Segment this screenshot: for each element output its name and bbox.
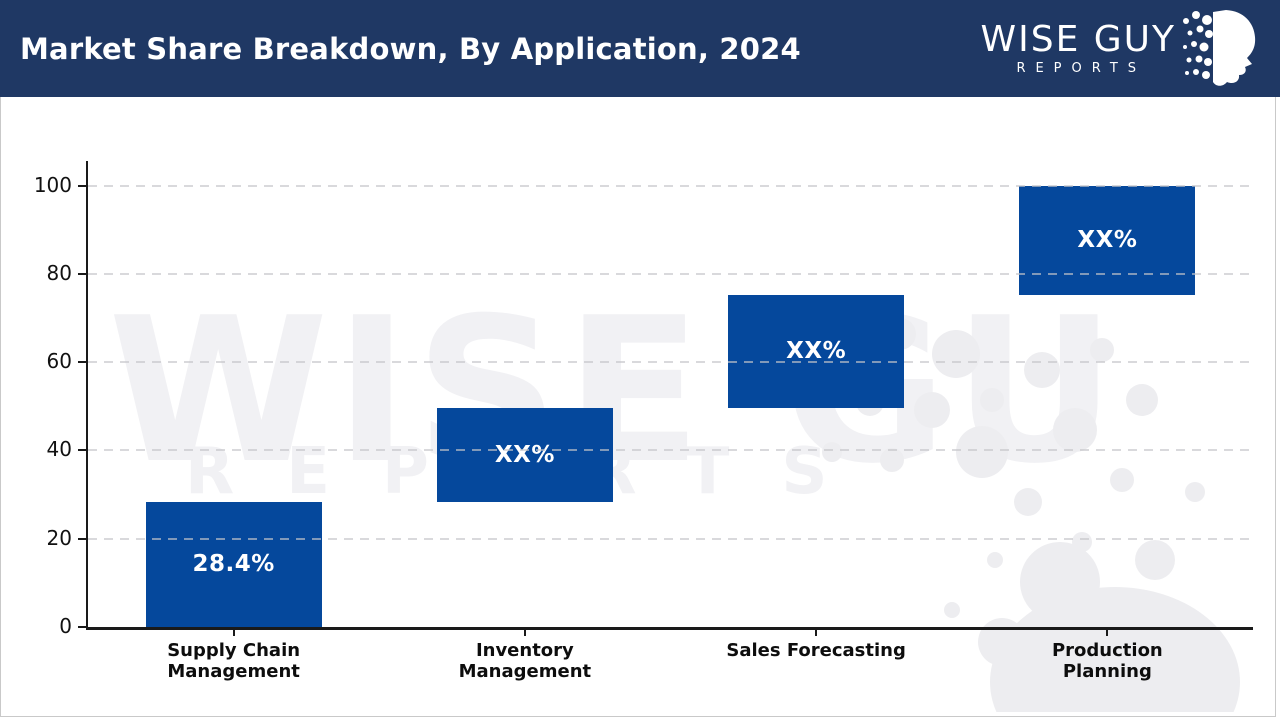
y-tick-label: 20: [46, 525, 72, 550]
y-tick-label: 100: [33, 172, 72, 197]
y-tick-label: 40: [46, 437, 72, 462]
x-tick-mark: [523, 630, 526, 636]
gridline: [88, 361, 1253, 364]
x-category-label-line: Management: [167, 661, 300, 682]
x-tick-mark: [815, 630, 818, 636]
gridline: [88, 184, 1253, 187]
header-bar: Market Share Breakdown, By Application, …: [0, 0, 1280, 97]
x-category-label: Supply Chain Management: [114, 640, 354, 682]
x-category-label-line: Production: [1051, 640, 1163, 661]
gridline: [88, 272, 1253, 275]
gridline: [88, 537, 1253, 540]
x-category-label: Production Planning: [987, 640, 1227, 682]
x-category-label-line: Inventory: [475, 640, 574, 661]
gridline: [88, 449, 1253, 452]
y-tick-mark: [78, 626, 87, 628]
y-axis-line: [86, 160, 88, 630]
bar: XX%: [728, 294, 905, 408]
x-category-label-line: Management: [458, 661, 592, 682]
wiseguy-face-icon: [1178, 7, 1262, 91]
x-category-label: Sales Forecasting: [696, 640, 936, 661]
y-tick-label: 0: [59, 614, 72, 638]
x-category-label-line: Sales Forecasting: [726, 640, 906, 661]
x-tick-mark: [232, 630, 235, 636]
y-tick-mark: [78, 537, 87, 540]
chart-area: WISE GU REPORTS 02040608010028.4%Supply …: [0, 97, 1280, 720]
bar-value-label: 28.4%: [192, 551, 275, 578]
plot: 0 20 40 60 80 100 28.4% Supply Chain Management X…: [0, 97, 1280, 720]
x-tick-mark: [1106, 630, 1109, 636]
logo-text: WISE GUY REPORTS: [980, 19, 1177, 76]
y-tick-mark: [78, 272, 87, 275]
y-tick-mark: [78, 184, 87, 187]
y-tick-mark: [78, 361, 87, 364]
bar: XX%: [1019, 185, 1196, 295]
wiseguy-logo: WISE GUY REPORTS: [981, 7, 1263, 91]
y-tick-mark: [78, 449, 87, 452]
logo-subtitle: REPORTS: [1016, 61, 1147, 76]
x-category-label: Inventory Management: [405, 640, 645, 682]
page-title: Market Share Breakdown, By Application, …: [20, 31, 801, 66]
bar: 28.4%: [145, 501, 322, 627]
y-tick-label: 60: [46, 349, 72, 374]
x-category-label-line: Supply Chain: [167, 640, 301, 661]
bar: XX%: [436, 408, 613, 502]
x-category-label-line: Planning: [1062, 661, 1152, 682]
bar-value-label: XX%: [494, 441, 555, 468]
y-tick-label: 80: [46, 260, 72, 285]
logo-wordmark: WISE GUY: [980, 19, 1176, 60]
x-axis-line: [86, 627, 1253, 630]
bar-value-label: XX%: [786, 338, 847, 365]
bar-value-label: XX%: [1077, 227, 1138, 254]
